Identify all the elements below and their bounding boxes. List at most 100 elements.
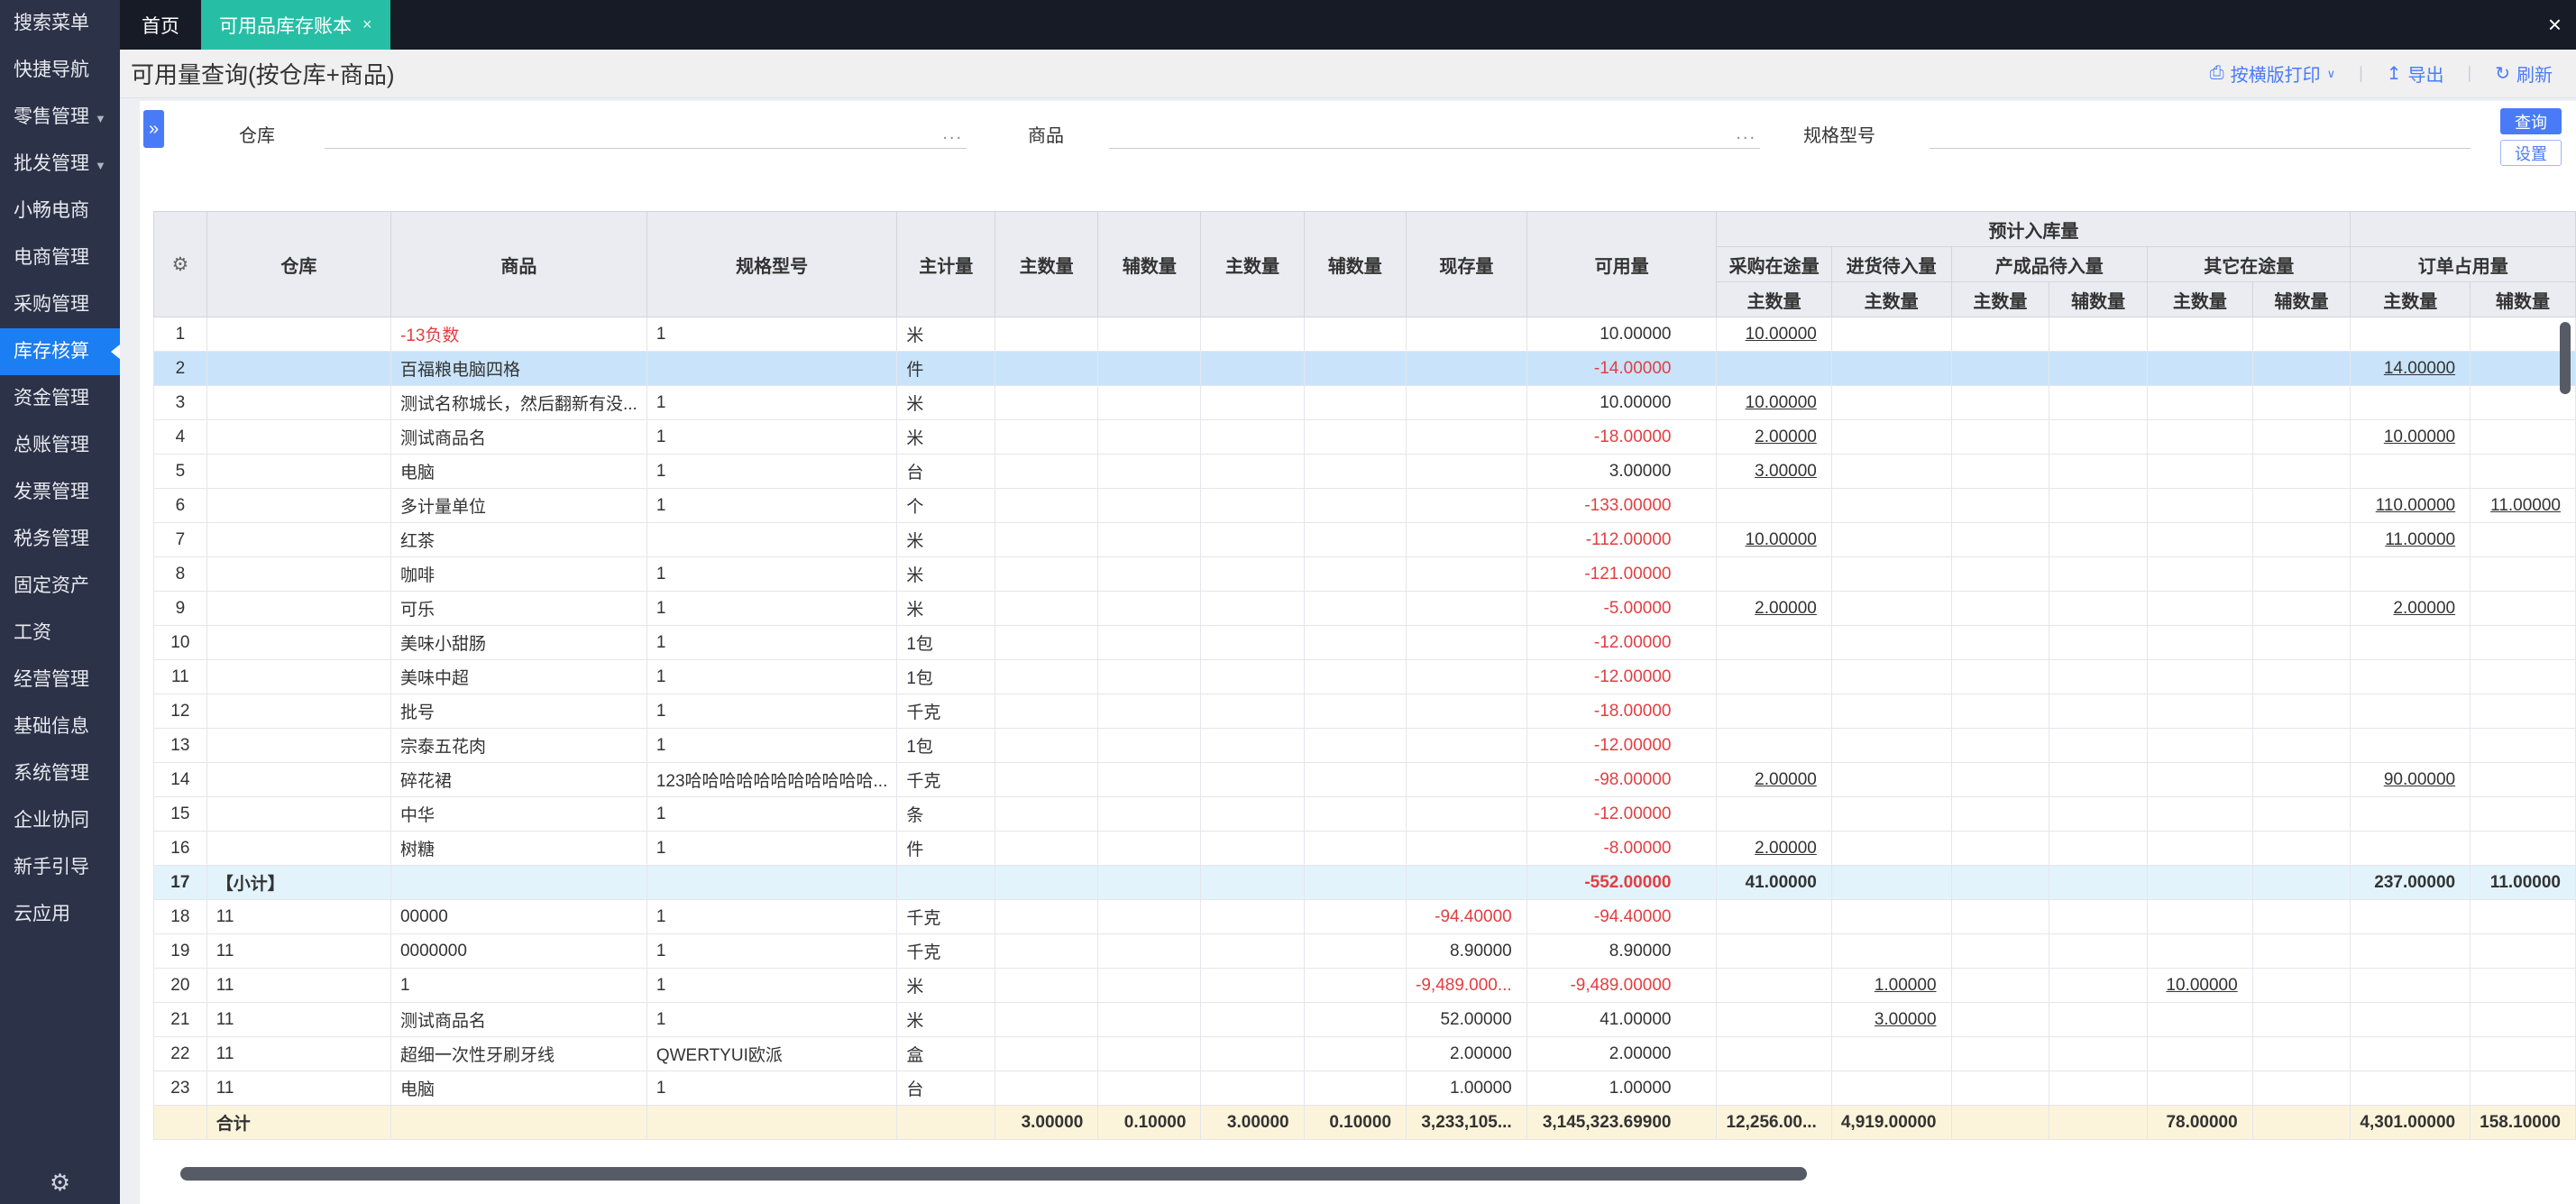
sidebar-item-采购管理[interactable]: 采购管理 bbox=[14, 294, 89, 315]
settings-gear-icon[interactable]: ⚙ bbox=[49, 1169, 71, 1196]
table-row[interactable]: 21 11 测试商品名 1 米 52.00000 41.00000 3.00000 bbox=[153, 1002, 2576, 1037]
table-row[interactable]: 13 宗泰五花肉 1 1包 -12.00000 bbox=[153, 728, 2576, 763]
print-button[interactable]: ⎙ 按横版打印 ∨ bbox=[2210, 60, 2336, 87]
table-row[interactable]: 15 中华 1 条 -12.00000 bbox=[153, 796, 2576, 832]
cell-ot_main[interactable]: 10.00000 bbox=[2146, 968, 2253, 1003]
tab-available-ledger[interactable]: 可用品库存账本 × bbox=[201, 0, 390, 50]
sidebar-item-电商管理[interactable]: 电商管理 bbox=[14, 247, 89, 268]
cell-incoming[interactable]: 1.00000 bbox=[1830, 968, 1952, 1003]
table-row[interactable]: 7 红茶 米 -112.00000 10.00000 11.00000 bbox=[153, 522, 2576, 557]
table-row[interactable]: 3 测试名称城长，然后翻新有没... 1 米 10.00000 10.00000 bbox=[153, 385, 2576, 420]
table-row[interactable]: 22 11 超细一次性牙刷牙线 QWERTYUI欧派盒 2.00000 2.00000 bbox=[153, 1036, 2576, 1071]
column-header[interactable]: 商品 bbox=[390, 211, 647, 317]
settings-button[interactable]: 设置 bbox=[2500, 140, 2562, 166]
table-row[interactable]: 18 11 00000 1 千克 -94.40000 -94.40000 bbox=[153, 899, 2576, 934]
table-row[interactable]: 23 11 电脑 1 台 1.00000 1.00000 bbox=[153, 1071, 2576, 1106]
warehouse-picker-button[interactable]: ... bbox=[942, 124, 963, 143]
cell-purch[interactable]: 10.00000 bbox=[1716, 522, 1832, 557]
sidebar-item-税务管理[interactable]: 税务管理 bbox=[14, 528, 89, 549]
cell-ord_main[interactable]: 110.00000 bbox=[2350, 488, 2471, 523]
column-header[interactable]: 主数量 bbox=[1716, 281, 1832, 317]
cell-ord_main[interactable]: 2.00000 bbox=[2350, 591, 2471, 626]
export-button[interactable]: ↥ 导出 bbox=[2387, 60, 2444, 87]
cell-incoming[interactable]: 3.00000 bbox=[1830, 1002, 1952, 1037]
table-row[interactable]: 4 测试商品名 1 米 -18.00000 2.00000 10.00000 bbox=[153, 419, 2576, 455]
table-row[interactable]: 20 11 1 1 米 -9,489.000... -9,489.00000 1.00000 1… bbox=[153, 968, 2576, 1003]
sidebar-item-搜索菜单[interactable]: 搜索菜单 bbox=[14, 13, 89, 33]
sidebar-item-经营管理[interactable]: 经营管理 bbox=[14, 669, 89, 690]
cell-purch[interactable]: 10.00000 bbox=[1716, 317, 1832, 352]
sidebar-item-零售管理[interactable]: 零售管理 ▼ bbox=[14, 106, 106, 127]
sidebar-item-基础信息[interactable]: 基础信息 bbox=[14, 716, 89, 737]
sidebar-item-资金管理[interactable]: 资金管理 bbox=[14, 388, 89, 409]
cell-ord_main[interactable]: 90.00000 bbox=[2350, 762, 2471, 797]
cell-purch[interactable]: 10.00000 bbox=[1716, 385, 1832, 420]
tab-close-icon[interactable]: × bbox=[362, 15, 372, 33]
sidebar-item-工资[interactable]: 工资 bbox=[14, 622, 51, 643]
vertical-scrollbar-thumb[interactable] bbox=[2560, 322, 2571, 394]
column-header[interactable]: 辅数量 bbox=[2049, 281, 2148, 317]
spec-input[interactable] bbox=[1930, 110, 2471, 149]
sidebar-item-系统管理[interactable]: 系统管理 bbox=[14, 763, 89, 784]
column-header[interactable]: 主数量 bbox=[1200, 211, 1305, 317]
sidebar-item-批发管理[interactable]: 批发管理 ▼ bbox=[14, 153, 106, 174]
cell-purch[interactable]: 2.00000 bbox=[1716, 591, 1832, 626]
sidebar-item-快捷导航[interactable]: 快捷导航 bbox=[14, 60, 89, 80]
sidebar-item-库存核算[interactable]: 库存核算 bbox=[0, 328, 120, 375]
column-header[interactable]: 辅数量 bbox=[2470, 281, 2576, 317]
column-header[interactable]: 主数量 bbox=[2350, 281, 2471, 317]
column-header[interactable]: 辅数量 bbox=[1097, 211, 1202, 317]
cell-ord_main[interactable]: 10.00000 bbox=[2350, 419, 2471, 455]
table-row[interactable]: 16 树糖 1 件 -8.00000 2.00000 bbox=[153, 831, 2576, 866]
cell-purch[interactable]: 2.00000 bbox=[1716, 762, 1832, 797]
window-close-icon[interactable]: × bbox=[2547, 11, 2562, 38]
table-row[interactable]: 14 碎花裙 123哈哈哈哈哈哈哈哈哈哈哈... 千克 -98.00000 2.00000… bbox=[153, 762, 2576, 797]
horizontal-scrollbar-thumb[interactable] bbox=[180, 1167, 1807, 1181]
table-row[interactable]: 2 百福粮电脑四格 件 -14.00000 14.00000 bbox=[153, 351, 2576, 386]
column-header[interactable]: 现存量 bbox=[1406, 211, 1527, 317]
table-row[interactable]: 5 电脑 1 台 3.00000 3.00000 bbox=[153, 454, 2576, 489]
column-header[interactable]: 主数量 bbox=[1950, 281, 2050, 317]
cell-ord_aux[interactable]: 11.00000 bbox=[2470, 488, 2576, 523]
column-header[interactable]: 仓库 bbox=[206, 211, 391, 317]
cell-ord_main[interactable]: 14.00000 bbox=[2350, 351, 2471, 386]
column-header[interactable]: 辅数量 bbox=[1303, 211, 1407, 317]
product-picker-button[interactable]: ... bbox=[1736, 124, 1756, 143]
table-row[interactable]: 19 11 0000000 1 千克 8.90000 8.90000 bbox=[153, 933, 2576, 969]
subtotal-row[interactable]: 17 【小计】 -552.00000 41.00000 237.00000 11.0000… bbox=[153, 865, 2576, 900]
sidebar-item-小畅电商[interactable]: 小畅电商 bbox=[14, 200, 89, 221]
refresh-button[interactable]: ↻ 刷新 bbox=[2495, 60, 2553, 87]
query-button[interactable]: 查询 bbox=[2500, 108, 2562, 134]
warehouse-input[interactable]: ... bbox=[325, 110, 967, 149]
table-row[interactable]: 11 美味中超 1 1包 -12.00000 bbox=[153, 659, 2576, 694]
cell-purch[interactable]: 3.00000 bbox=[1716, 454, 1832, 489]
cell-purch[interactable]: 2.00000 bbox=[1716, 419, 1832, 455]
table-row[interactable]: 10 美味小甜肠 1 1包 -12.00000 bbox=[153, 625, 2576, 660]
column-header[interactable]: 主数量 bbox=[1830, 281, 1952, 317]
sidebar-item-固定资产[interactable]: 固定资产 bbox=[14, 575, 89, 596]
total-row[interactable]: 合计 3.00000 0.10000 3.00000 0.10000 3,233,105.… bbox=[153, 1105, 2576, 1140]
sidebar-item-总账管理[interactable]: 总账管理 bbox=[14, 435, 89, 455]
chevron-down-icon[interactable]: ∨ bbox=[2326, 66, 2336, 80]
tab-home[interactable]: 首页 bbox=[142, 15, 179, 37]
column-header[interactable]: 主数量 bbox=[995, 211, 1099, 317]
cell-ord_main[interactable]: 11.00000 bbox=[2350, 522, 2471, 557]
column-header[interactable]: 主计量 bbox=[896, 211, 996, 317]
column-header[interactable]: 主数量 bbox=[2146, 281, 2253, 317]
sidebar-item-新手引导[interactable]: 新手引导 bbox=[14, 857, 89, 878]
sidebar-item-云应用[interactable]: 云应用 bbox=[14, 904, 70, 924]
column-header[interactable]: 可用量 bbox=[1526, 211, 1718, 317]
table-row[interactable]: 8 咖啡 1 米 -121.00000 bbox=[153, 556, 2576, 592]
product-input[interactable]: ... bbox=[1109, 110, 1760, 149]
sidebar-item-企业协同[interactable]: 企业协同 bbox=[14, 810, 89, 831]
table-row[interactable]: 9 可乐 1 米 -5.00000 2.00000 2.00000 bbox=[153, 591, 2576, 626]
table-row[interactable]: 6 多计量单位 1 个 -133.00000 110.00000 11.00000 bbox=[153, 488, 2576, 523]
table-settings-icon[interactable]: ⚙ bbox=[153, 211, 207, 317]
cell-purch[interactable]: 2.00000 bbox=[1716, 831, 1832, 866]
table-row[interactable]: 12 批号 1 千克 -18.00000 bbox=[153, 694, 2576, 729]
sidebar-item-发票管理[interactable]: 发票管理 bbox=[14, 482, 89, 502]
column-header[interactable]: 规格型号 bbox=[646, 211, 898, 317]
table-row[interactable]: 1 -13负数 1 米 10.00000 10.00000 bbox=[153, 317, 2576, 352]
column-header[interactable]: 辅数量 bbox=[2251, 281, 2351, 317]
collapse-filter-button[interactable]: » bbox=[143, 110, 164, 148]
